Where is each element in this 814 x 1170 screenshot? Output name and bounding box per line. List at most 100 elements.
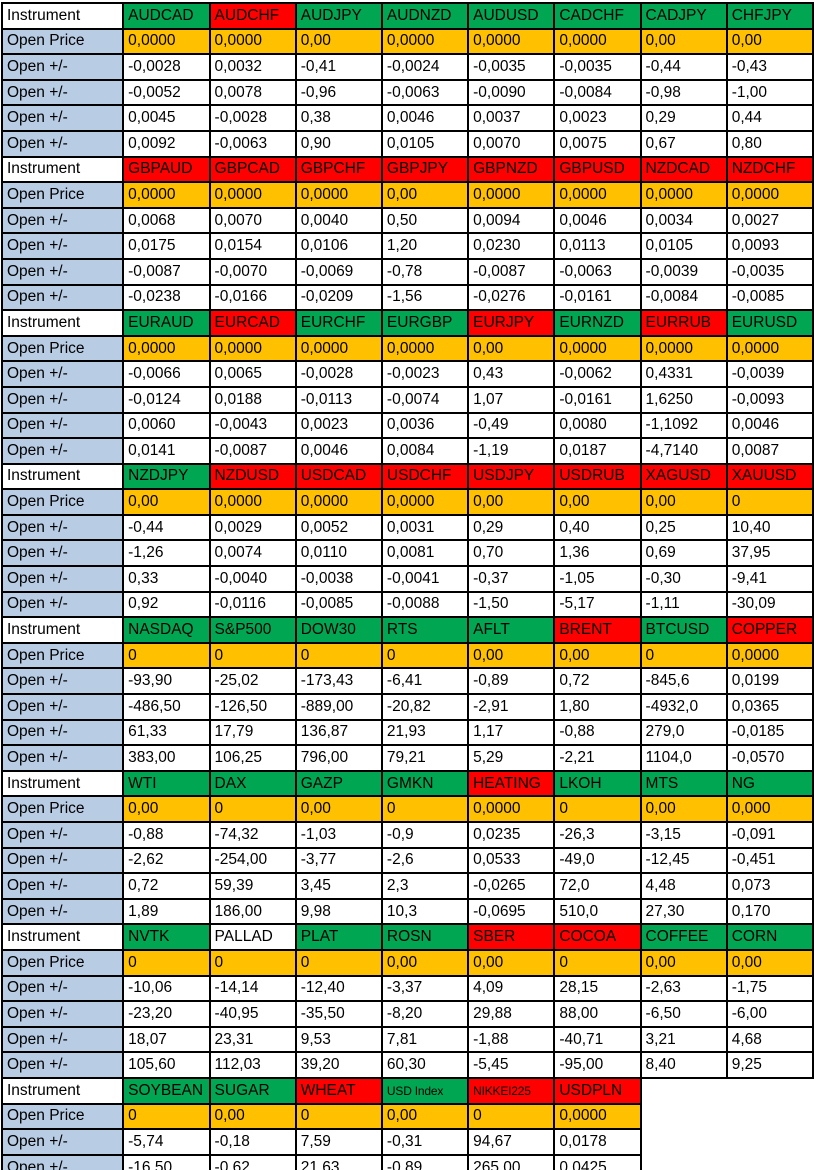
instrument-header-cell[interactable]: EURAUD [122, 309, 211, 337]
open-change-cell[interactable]: 29,88 [467, 1000, 556, 1028]
open-change-cell[interactable]: 136,87 [294, 718, 383, 747]
instrument-header-cell[interactable]: GBPCAD [208, 155, 297, 184]
open-change-cell[interactable]: -26,3 [553, 821, 642, 849]
row-label-open-change[interactable]: Open +/- [0, 206, 125, 235]
open-change-cell[interactable]: -0,0161 [553, 385, 642, 414]
open-change-cell[interactable]: 5,29 [467, 744, 556, 772]
open-change-cell[interactable]: -486,50 [122, 693, 211, 721]
row-label-open-change[interactable]: Open +/- [0, 897, 125, 926]
open-change-cell[interactable]: -0,49 [467, 411, 556, 440]
row-label-open-change[interactable]: Open +/- [0, 437, 125, 465]
open-change-cell[interactable]: 0,0094 [467, 206, 556, 235]
open-change-cell[interactable]: -0,0695 [467, 897, 556, 926]
open-change-cell[interactable]: 23,31 [208, 1025, 297, 1054]
instrument-header-cell[interactable]: COFFEE [639, 923, 728, 951]
open-change-cell[interactable]: 0,0178 [553, 1128, 642, 1156]
open-price-cell[interactable]: 0,0000 [380, 27, 470, 56]
open-change-cell[interactable]: 9,98 [294, 897, 383, 926]
instrument-header-cell[interactable]: GBPNZD [467, 155, 556, 184]
open-change-cell[interactable]: 0,25 [639, 513, 728, 542]
row-label-open-price[interactable]: Open Price [0, 948, 125, 977]
open-price-cell[interactable]: 0,00 [725, 948, 814, 977]
open-change-cell[interactable]: -9,41 [725, 565, 814, 593]
instrument-header-cell[interactable]: GAZP [294, 769, 383, 798]
open-price-cell[interactable]: 0 [208, 948, 297, 977]
open-change-cell[interactable]: -0,0062 [553, 360, 642, 388]
instrument-header-cell[interactable]: NZDUSD [208, 462, 297, 491]
open-change-cell[interactable]: -20,82 [380, 693, 470, 721]
open-change-cell[interactable]: -3,15 [639, 821, 728, 849]
open-change-cell[interactable]: 1,6250 [639, 385, 728, 414]
open-change-cell[interactable]: -16,50 [122, 1153, 211, 1170]
open-change-cell[interactable]: -254,00 [208, 846, 297, 875]
instrument-header-cell[interactable]: GBPAUD [122, 155, 211, 184]
instrument-header-cell[interactable]: NIKKEI225 [467, 1076, 556, 1105]
open-change-cell[interactable]: 1,80 [553, 693, 642, 721]
open-change-cell[interactable]: 796,00 [294, 744, 383, 772]
open-change-cell[interactable]: 0,0235 [467, 821, 556, 849]
open-change-cell[interactable]: -1,75 [725, 974, 814, 1003]
instrument-header-cell[interactable]: AFLT [467, 616, 556, 644]
open-change-cell[interactable]: -25,02 [208, 667, 297, 696]
instrument-header-cell[interactable]: CHFJPY [725, 2, 814, 30]
open-change-cell[interactable]: 0,073 [725, 872, 814, 900]
open-change-cell[interactable]: 0,0046 [553, 206, 642, 235]
instrument-header-cell[interactable]: MTS [639, 769, 728, 798]
open-change-cell[interactable]: -3,77 [294, 846, 383, 875]
row-label-open-change[interactable]: Open +/- [0, 513, 125, 542]
row-label-open-change[interactable]: Open +/- [0, 744, 125, 772]
open-price-cell[interactable]: 0,00 [467, 334, 556, 363]
open-change-cell[interactable]: -0,0113 [294, 385, 383, 414]
open-change-cell[interactable]: -1,26 [122, 539, 211, 568]
instrument-header-cell[interactable]: USDCHF [380, 462, 470, 491]
open-change-cell[interactable]: 7,81 [380, 1025, 470, 1054]
instrument-header-cell[interactable]: HEATING [467, 769, 556, 798]
open-price-cell[interactable]: 0,0000 [725, 641, 814, 670]
instrument-header-cell[interactable]: GMKN [380, 769, 470, 798]
open-change-cell[interactable]: -0,0039 [725, 360, 814, 388]
open-change-cell[interactable]: -4,7140 [639, 437, 728, 465]
open-change-cell[interactable]: -0,0040 [208, 565, 297, 593]
open-change-cell[interactable]: -6,00 [725, 1000, 814, 1028]
open-change-cell[interactable]: 0,38 [294, 104, 383, 132]
open-change-cell[interactable]: 79,21 [380, 744, 470, 772]
open-change-cell[interactable]: 59,39 [208, 872, 297, 900]
open-change-cell[interactable]: -0,0028 [294, 360, 383, 388]
open-change-cell[interactable]: -0,0069 [294, 257, 383, 286]
row-label-open-price[interactable]: Open Price [0, 334, 125, 363]
instrument-header-cell[interactable]: SOYBEAN [122, 1076, 211, 1105]
open-change-cell[interactable]: -0,9 [380, 821, 470, 849]
instrument-header-cell[interactable]: EURJPY [467, 309, 556, 337]
open-change-cell[interactable]: -14,14 [208, 974, 297, 1003]
row-label-open-change[interactable]: Open +/- [0, 1000, 125, 1028]
instrument-header-cell[interactable]: NZDJPY [122, 462, 211, 491]
open-change-cell[interactable]: -0,43 [725, 53, 814, 81]
open-price-cell[interactable]: 0,00 [208, 1102, 297, 1131]
open-change-cell[interactable]: -0,0085 [725, 283, 814, 312]
open-price-cell[interactable]: 0 [553, 795, 642, 823]
open-change-cell[interactable]: 17,79 [208, 718, 297, 747]
open-change-cell[interactable]: 28,15 [553, 974, 642, 1003]
open-change-cell[interactable]: 279,0 [639, 718, 728, 747]
open-price-cell[interactable]: 0,00 [553, 488, 642, 516]
row-label-open-change[interactable]: Open +/- [0, 360, 125, 388]
open-price-cell[interactable]: 0,00 [380, 181, 470, 209]
open-change-cell[interactable]: -0,0093 [725, 385, 814, 414]
instrument-header-cell[interactable]: SBER [467, 923, 556, 951]
open-change-cell[interactable]: 0,0032 [208, 53, 297, 81]
open-change-cell[interactable]: 0,0078 [208, 78, 297, 107]
row-label-instrument[interactable]: Instrument [0, 2, 125, 30]
instrument-header-cell[interactable]: CADJPY [639, 2, 728, 30]
open-change-cell[interactable]: -10,06 [122, 974, 211, 1003]
open-price-cell[interactable]: 0 [553, 948, 642, 977]
open-price-cell[interactable]: 0,00 [294, 27, 383, 56]
open-price-cell[interactable]: 0,0000 [467, 795, 556, 823]
instrument-header-cell[interactable]: EURNZD [553, 309, 642, 337]
open-price-cell[interactable]: 0 [122, 641, 211, 670]
open-change-cell[interactable]: -0,0088 [380, 590, 470, 619]
open-change-cell[interactable]: 0,0087 [725, 437, 814, 465]
open-change-cell[interactable]: -0,0070 [208, 257, 297, 286]
row-label-open-change[interactable]: Open +/- [0, 539, 125, 568]
open-change-cell[interactable]: -0,0185 [725, 718, 814, 747]
open-change-cell[interactable]: 0,4331 [639, 360, 728, 388]
